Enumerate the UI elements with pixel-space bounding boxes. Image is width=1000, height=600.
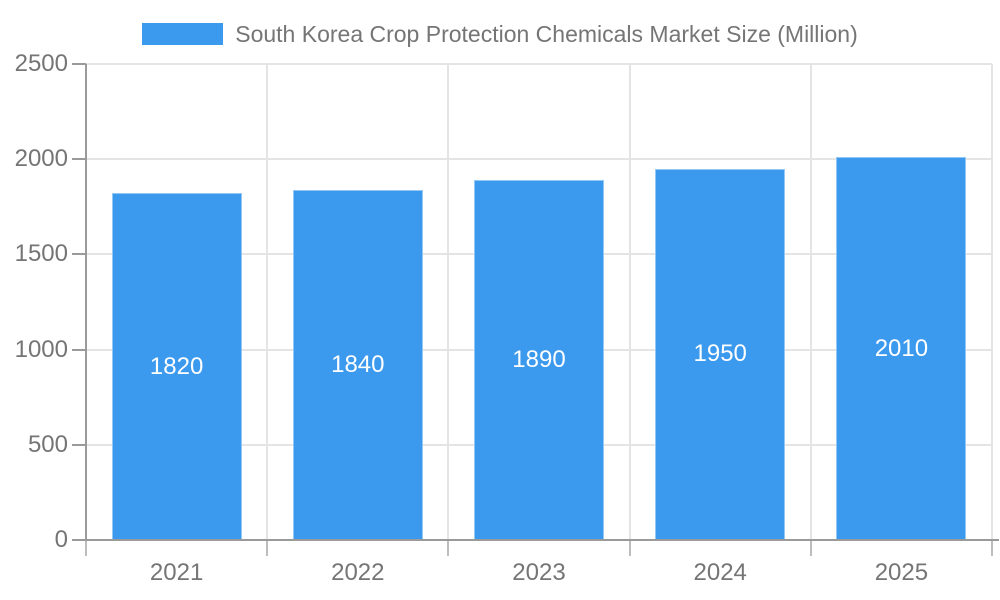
x-axis-label: 2025 [874, 559, 929, 586]
x-axis-tick [628, 540, 631, 556]
legend[interactable]: South Korea Crop Protection Chemicals Ma… [0, 21, 1000, 47]
bar[interactable] [655, 168, 786, 540]
gridline-vertical [991, 64, 993, 540]
y-axis-tick [72, 158, 86, 161]
x-axis-label: 2021 [149, 559, 204, 586]
bar[interactable] [836, 157, 967, 540]
x-axis-line [72, 539, 999, 541]
legend-swatch-icon [142, 23, 224, 45]
gridline-vertical [266, 64, 269, 540]
x-axis-tick [85, 540, 87, 556]
gridline-horizontal [86, 63, 992, 65]
legend-label: South Korea Crop Protection Chemicals Ma… [235, 20, 858, 47]
y-axis-tick [72, 63, 86, 65]
x-axis-label: 2024 [693, 559, 747, 586]
y-axis-label: 500 [27, 430, 68, 458]
bar-value-label: 1840 [331, 350, 385, 378]
x-axis-tick [809, 540, 812, 556]
x-axis-tick [991, 540, 993, 556]
y-axis-tick [72, 348, 86, 351]
y-axis-label: 2500 [14, 50, 68, 77]
bar-value-label: 1950 [693, 340, 747, 368]
bar-value-label: 2010 [874, 334, 929, 362]
bar-value-label: 1820 [149, 352, 204, 380]
y-axis-tick [72, 253, 86, 256]
y-axis-label: 1500 [14, 240, 68, 268]
gridline-vertical [447, 64, 450, 540]
bar[interactable] [474, 180, 604, 540]
y-axis-label: 1000 [14, 335, 68, 363]
bar[interactable] [292, 189, 423, 540]
bar-value-label: 1890 [512, 346, 566, 374]
gridline-horizontal [86, 158, 992, 161]
x-axis-tick [266, 540, 269, 556]
bar[interactable] [111, 193, 242, 540]
y-axis-label: 0 [54, 526, 68, 553]
x-axis-label: 2023 [512, 559, 566, 586]
x-axis-label: 2022 [331, 559, 385, 586]
y-axis-line [85, 64, 87, 540]
y-axis-label: 2000 [14, 145, 68, 173]
gridline-vertical [809, 64, 812, 540]
y-axis-tick [72, 443, 86, 446]
x-axis-tick [447, 540, 450, 556]
gridline-vertical [628, 64, 631, 540]
